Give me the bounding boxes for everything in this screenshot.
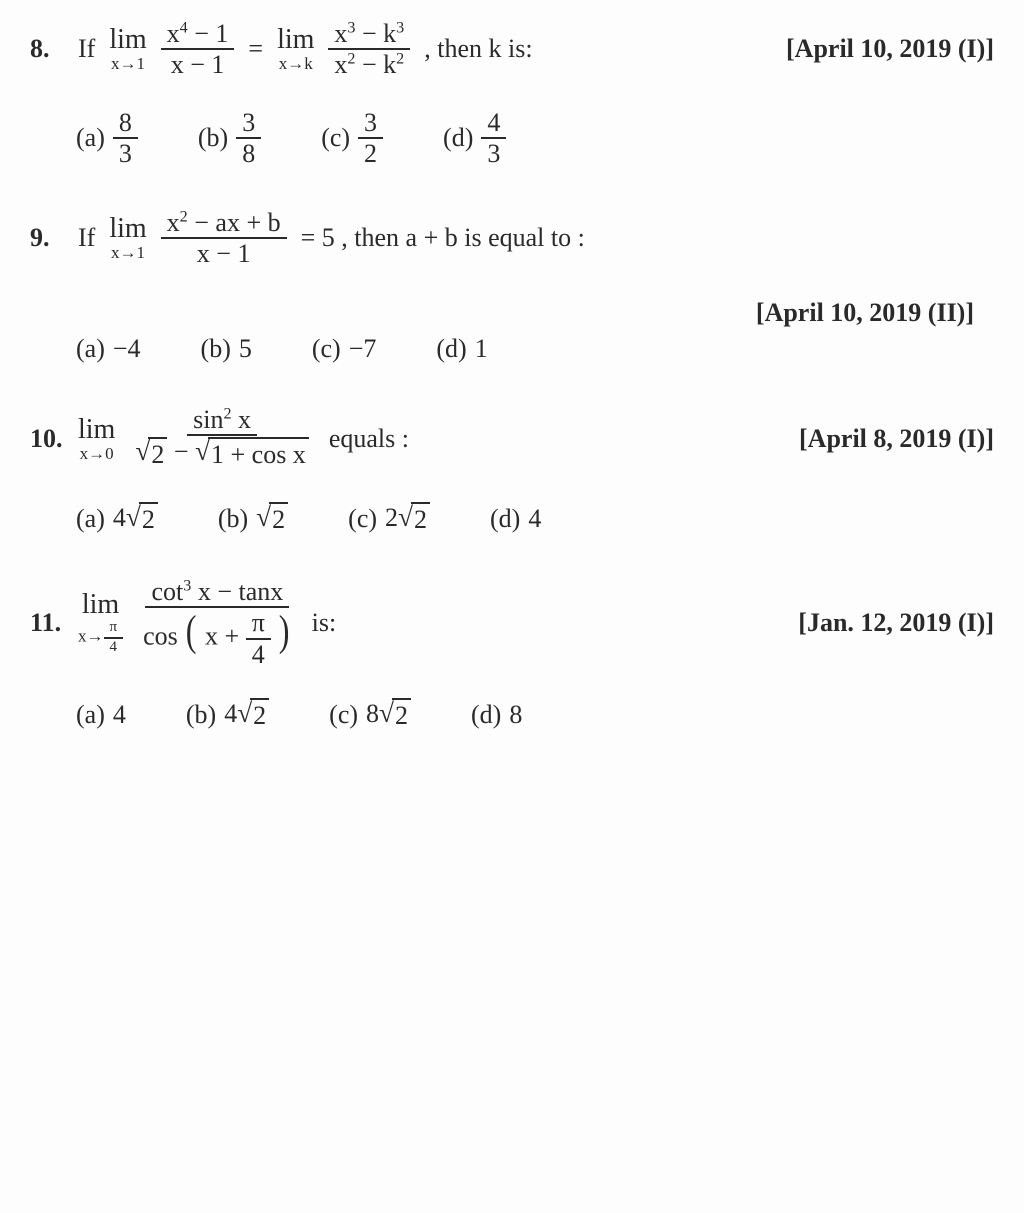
option-d: (d)4 [490,504,541,534]
lparen-icon: ( [186,613,197,652]
option-d: (d) 43 [443,109,506,168]
options-row: (a)4 (b) 4√2 (c) 8√2 (d)8 [76,698,994,733]
question-11: 11. lim x→π4 cot3 x − tanx cos ( x + π4 … [30,578,994,732]
option-a: (a) 83 [76,109,138,168]
option-b: (b) 4√2 [186,698,269,733]
exam-tag: [Jan. 12, 2019 (I)] [798,608,994,638]
options-row: (a) 4√2 (b) √2 (c) 2√2 (d)4 [76,502,994,537]
fraction-2: x3 − k3 x2 − k2 [328,20,410,79]
option-c: (c) 32 [321,109,383,168]
sqrt-2: √2 [135,437,167,472]
limit-1: lim x→1 [109,26,146,72]
question-number: 10. [30,424,64,454]
text-if: If [78,34,95,64]
option-a: (a)−4 [76,334,141,364]
question-8: 8. If lim x→1 x4 − 1 x − 1 = lim x→k x3 … [30,20,994,167]
question-8-stem: 8. If lim x→1 x4 − 1 x − 1 = lim x→k x3 … [30,20,994,79]
text-then: = 5 , then a + b is equal to : [301,223,585,253]
question-number: 11. [30,608,64,638]
option-b: (b) 38 [198,109,261,168]
fraction: cot3 x − tanx cos ( x + π4 ) [137,578,298,668]
exam-tag: [April 8, 2019 (I)] [799,424,994,454]
exam-tag: [April 10, 2019 (I)] [786,34,994,64]
question-9-stem: 9. If lim x→1 x2 − ax + b x − 1 = 5 , th… [30,209,994,268]
question-9: 9. If lim x→1 x2 − ax + b x − 1 = 5 , th… [30,209,994,364]
option-a: (a) 4√2 [76,502,158,537]
option-b: (b) √2 [218,502,288,537]
limit: lim x→1 [109,215,146,261]
option-b: (b)5 [201,334,252,364]
option-c: (c) 8√2 [329,698,411,733]
limit-2: lim x→k [277,26,314,72]
text-if: If [78,223,95,253]
text-is: is: [312,608,337,638]
question-number: 8. [30,34,64,64]
question-10-stem: 10. lim x→0 sin2 x √2 − √1 + cos x equal… [30,406,994,472]
text-equals: equals : [329,424,409,454]
option-c: (c)−7 [312,334,377,364]
option-c: (c) 2√2 [348,502,430,537]
option-d: (d)1 [436,334,487,364]
fraction: sin2 x √2 − √1 + cos x [129,406,314,472]
limit: lim x→0 [78,416,115,462]
text-then: , then k is: [424,34,532,64]
options-row: (a) 83 (b) 38 (c) 32 (d) 43 [76,109,994,168]
equals: = [248,34,263,64]
question-11-stem: 11. lim x→π4 cot3 x − tanx cos ( x + π4 … [30,578,994,668]
question-10: 10. lim x→0 sin2 x √2 − √1 + cos x equal… [30,406,994,536]
limit: lim x→π4 [78,591,123,656]
option-a: (a)4 [76,700,126,730]
fraction-1: x4 − 1 x − 1 [161,20,235,79]
exam-tag: [April 10, 2019 (II)] [30,298,974,328]
fraction: x2 − ax + b x − 1 [161,209,287,268]
option-d: (d)8 [471,700,522,730]
rparen-icon: ) [279,613,290,652]
options-row: (a)−4 (b)5 (c)−7 (d)1 [76,334,994,364]
question-number: 9. [30,223,64,253]
sqrt-1pluscos: √1 + cos x [195,437,309,472]
